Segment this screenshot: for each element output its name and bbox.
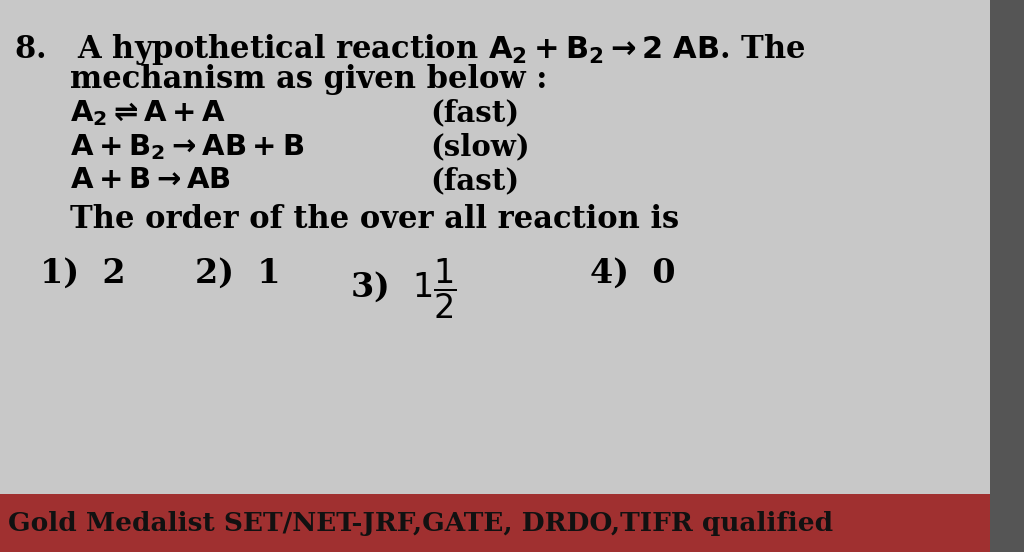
Text: 2)  1: 2) 1 — [195, 257, 281, 290]
Text: mechanism as given below :: mechanism as given below : — [70, 64, 548, 95]
Text: $\mathbf{A + B_2 \rightarrow AB + B}$: $\mathbf{A + B_2 \rightarrow AB + B}$ — [70, 132, 304, 162]
Text: 4)  0: 4) 0 — [590, 257, 676, 290]
Text: The order of the over all reaction is: The order of the over all reaction is — [70, 204, 679, 235]
Bar — [990, 0, 1024, 552]
Text: $\mathbf{A_2 \rightleftharpoons A + A}$: $\mathbf{A_2 \rightleftharpoons A + A}$ — [70, 98, 226, 128]
Text: (fast): (fast) — [430, 166, 519, 195]
Text: Gold Medalist SET/NET-JRF,GATE, DRDO,TIFR qualified: Gold Medalist SET/NET-JRF,GATE, DRDO,TIF… — [8, 511, 834, 535]
Bar — [0, 494, 990, 552]
Text: 8.   A hypothetical reaction $\mathbf{A_2 + B_2 \rightarrow 2\ AB}$. The: 8. A hypothetical reaction $\mathbf{A_2 … — [14, 32, 806, 67]
Text: (fast): (fast) — [430, 98, 519, 127]
Text: 3)  $1\dfrac{1}{2}$: 3) $1\dfrac{1}{2}$ — [350, 257, 457, 321]
Text: 1)  2: 1) 2 — [40, 257, 126, 290]
Text: $\mathbf{A + B \rightarrow AB}$: $\mathbf{A + B \rightarrow AB}$ — [70, 166, 230, 194]
Text: (slow): (slow) — [430, 132, 529, 161]
